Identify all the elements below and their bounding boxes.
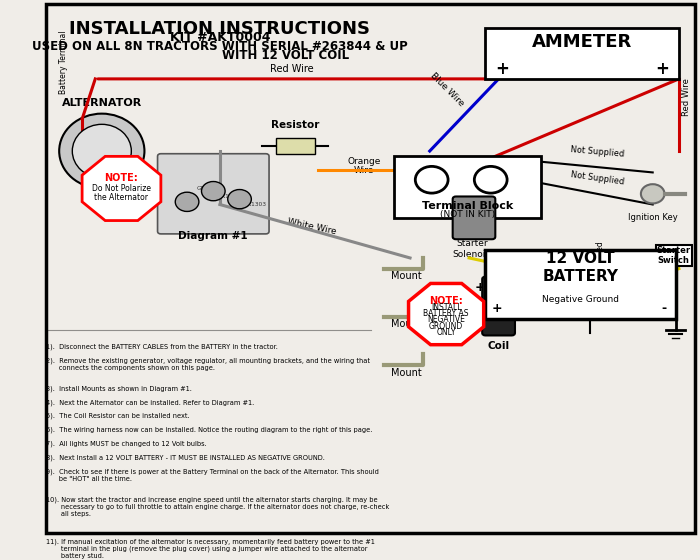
Text: 4).  Next the Alternator can be installed. Refer to Diagram #1.: 4). Next the Alternator can be installed… [46,399,254,405]
FancyBboxPatch shape [276,138,315,154]
Text: Mount: Mount [391,272,422,281]
Text: NOTE:: NOTE: [429,296,463,306]
Text: Red Wire: Red Wire [682,78,691,115]
FancyBboxPatch shape [453,197,496,239]
Text: the Alternator: the Alternator [94,193,148,202]
Circle shape [175,192,199,212]
Circle shape [228,189,251,209]
Text: 12 VOLT
BATTERY: 12 VOLT BATTERY [542,251,619,283]
Text: -: - [519,281,524,294]
Text: +: + [492,302,503,315]
Text: 8).  Next Install a 12 VOLT BATTERY - IT MUST BE INSTALLED AS NEGATIVE GROUND.: 8). Next Install a 12 VOLT BATTERY - IT … [46,455,325,461]
FancyBboxPatch shape [486,250,676,319]
Text: Mount: Mount [391,319,422,329]
Ellipse shape [60,114,144,189]
Text: Wire: Wire [354,166,374,175]
Text: +: + [495,60,509,78]
Text: 2).  Remove the existing generator, voltage regulator, all mounting brackets, an: 2). Remove the existing generator, volta… [46,357,370,371]
Text: -: - [662,302,666,315]
Text: Starter
Switch: Starter Switch [657,246,691,265]
Text: 10). Now start the tractor and increase engine speed until the alternator starts: 10). Now start the tractor and increase … [46,496,389,517]
Text: Not Supplied: Not Supplied [570,144,624,158]
Text: GFR1304: GFR1304 [214,194,240,199]
Text: USED ON ALL 8N TRACTORS WITH SERIAL #263844 & UP: USED ON ALL 8N TRACTORS WITH SERIAL #263… [32,40,407,53]
Text: Negative Ground: Negative Ground [542,296,619,305]
Text: KIT #AKT0004: KIT #AKT0004 [169,31,270,44]
Text: Cable not supplied: Cable not supplied [596,242,605,314]
Text: 6).  The wiring harness now can be installed. Notice the routing diagram to the : 6). The wiring harness now can be instal… [46,427,372,433]
Text: ONLY: ONLY [436,328,456,337]
FancyBboxPatch shape [486,28,679,79]
Text: GFR1305: GFR1305 [197,185,224,190]
Text: 3).  Install Mounts as shown in Diagram #1.: 3). Install Mounts as shown in Diagram #… [46,385,192,391]
Text: Do Not Polarize: Do Not Polarize [92,184,151,193]
Text: Orange: Orange [347,157,381,166]
Text: 11). If manual excitation of the alternator is necessary, momentarily feed batte: 11). If manual excitation of the alterna… [46,538,375,559]
Circle shape [475,166,507,193]
FancyBboxPatch shape [656,245,692,266]
Text: Starter
Solenoid: Starter Solenoid [453,239,492,259]
Text: BATTERY AS: BATTERY AS [424,309,469,318]
FancyBboxPatch shape [482,277,515,335]
Text: 5).  The Coil Resistor can be installed next.: 5). The Coil Resistor can be installed n… [46,413,190,419]
Text: INSTALL: INSTALL [431,302,461,311]
Text: 1).  Disconnect the BATTERY CABLES from the BATTERY in the tractor.: 1). Disconnect the BATTERY CABLES from t… [46,343,278,350]
Text: (NOT IN KIT): (NOT IN KIT) [440,211,495,220]
Text: White Wire: White Wire [286,217,337,236]
Text: Mount: Mount [391,367,422,377]
Text: Diagram #1: Diagram #1 [178,231,248,241]
Text: 9).  Check to see if there is power at the Battery Terminal on the back of the A: 9). Check to see if there is power at th… [46,469,379,482]
Text: Not Supplied: Not Supplied [570,170,624,186]
Text: +: + [475,281,486,294]
Text: Blue Wire: Blue Wire [429,71,466,108]
Text: INSTALLATION INSTRUCTIONS: INSTALLATION INSTRUCTIONS [69,20,370,38]
Text: Terminal Block: Terminal Block [422,200,513,211]
Text: GROUND: GROUND [429,322,463,331]
Circle shape [641,184,664,203]
Text: +: + [656,60,669,78]
Text: Coil: Coil [487,341,510,351]
Text: GFR1303: GFR1303 [239,202,267,207]
Circle shape [202,181,225,200]
Text: WITH 12 VOLT COIL: WITH 12 VOLT COIL [222,49,349,63]
Text: 7).  All lights MUST be changed to 12 Volt bulbs.: 7). All lights MUST be changed to 12 Vol… [46,441,206,447]
Text: ALTERNATOR: ALTERNATOR [62,99,142,108]
Text: Yellow Wire: Yellow Wire [542,250,594,268]
Text: Ignition Key: Ignition Key [628,212,678,222]
Text: Battery Terminal: Battery Terminal [60,31,68,94]
Text: Red Wire: Red Wire [270,64,314,74]
Text: NEGATIVE: NEGATIVE [427,315,465,324]
Text: Resistor: Resistor [271,120,319,130]
Text: AMMETER: AMMETER [532,34,632,52]
Ellipse shape [72,124,132,178]
Text: NOTE:: NOTE: [104,173,139,183]
FancyBboxPatch shape [158,154,269,234]
Circle shape [415,166,448,193]
Text: Terminal #1 under cap: Terminal #1 under cap [161,155,248,164]
FancyBboxPatch shape [393,156,541,218]
